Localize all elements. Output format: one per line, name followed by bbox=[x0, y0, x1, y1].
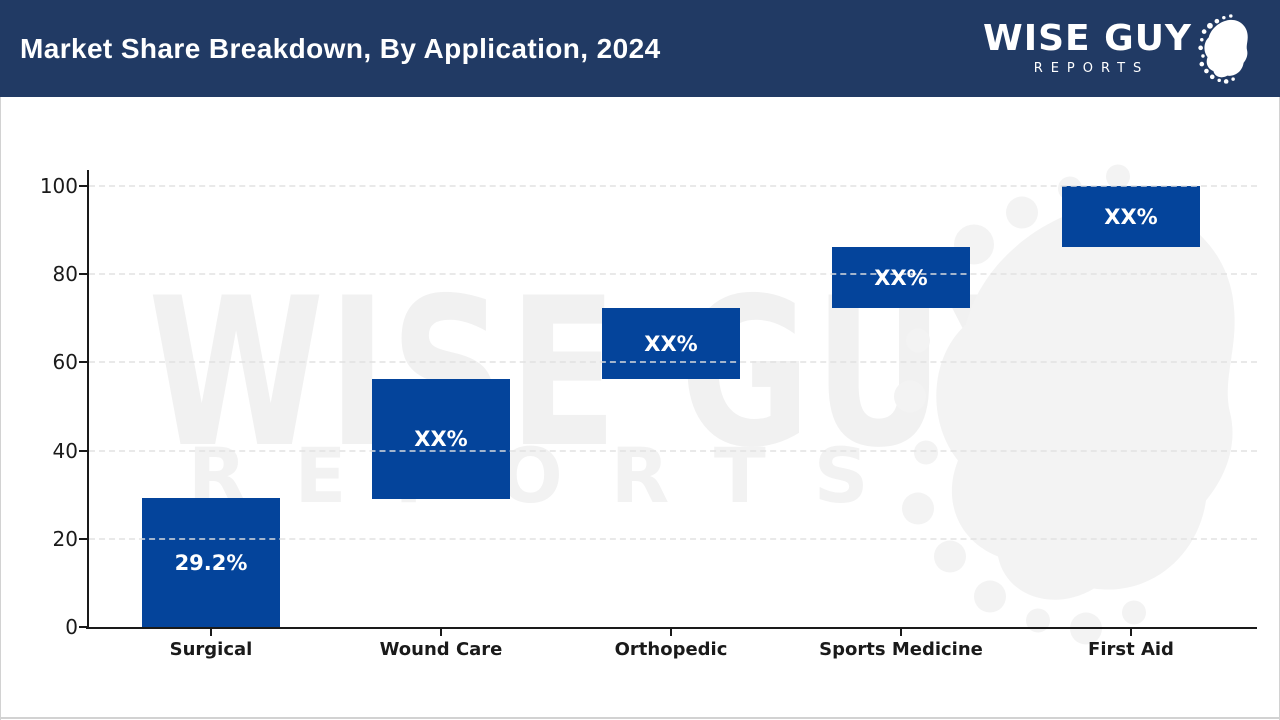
category-label: Orthopedic bbox=[614, 639, 728, 660]
y-axis-tick-label: 80 bbox=[52, 262, 78, 286]
category-label: First Aid bbox=[1088, 639, 1174, 660]
y-axis-tick-label: 60 bbox=[52, 350, 78, 374]
y-axis-tick bbox=[79, 626, 88, 628]
logo-face-icon bbox=[1196, 10, 1254, 88]
bar-wound-care bbox=[372, 379, 510, 499]
frame-border-bottom bbox=[0, 717, 1280, 719]
x-axis-tick bbox=[1130, 629, 1132, 636]
gridline bbox=[89, 185, 1257, 187]
x-axis-tick bbox=[900, 629, 902, 636]
gridline bbox=[89, 273, 1257, 275]
y-axis-tick bbox=[79, 450, 88, 452]
header: Market Share Breakdown, By Application, … bbox=[0, 0, 1280, 97]
bar-label: XX% bbox=[644, 331, 698, 356]
x-axis-tick bbox=[440, 629, 442, 636]
bar-surgical bbox=[142, 498, 280, 627]
bar-label: 29.2% bbox=[174, 550, 248, 575]
bar-first-aid bbox=[1062, 186, 1200, 247]
y-axis-tick bbox=[79, 538, 88, 540]
logo-tagline: REPORTS bbox=[1033, 61, 1150, 76]
x-axis-line bbox=[86, 627, 1257, 629]
wise-guy-logo: WISE GUY REPORTS bbox=[983, 10, 1254, 88]
bar-orthopedic bbox=[602, 308, 740, 379]
logo-wordmark-block: WISE GUY REPORTS bbox=[982, 18, 1192, 77]
gridline bbox=[89, 450, 1257, 452]
gridline bbox=[89, 361, 1257, 363]
y-axis-line bbox=[87, 170, 89, 629]
frame-border-left bbox=[0, 97, 1, 720]
bar-label: XX% bbox=[414, 427, 468, 451]
page-title: Market Share Breakdown, By Application, … bbox=[20, 32, 661, 64]
y-axis-tick-label: 40 bbox=[52, 439, 78, 463]
category-label: Wound Care bbox=[379, 639, 503, 660]
x-axis-tick bbox=[670, 629, 672, 636]
category-label: Sports Medicine bbox=[819, 639, 983, 660]
y-axis-tick bbox=[79, 273, 88, 275]
logo-wordmark: WISE GUY bbox=[982, 18, 1192, 59]
y-axis-tick-label: 100 bbox=[39, 174, 78, 198]
bar-sports-medicine bbox=[832, 247, 970, 308]
y-axis-tick-label: 20 bbox=[52, 527, 78, 551]
y-axis-tick bbox=[79, 185, 88, 187]
y-axis-tick-label: 0 bbox=[65, 615, 78, 639]
category-label: Surgical bbox=[169, 639, 253, 660]
y-axis-tick bbox=[79, 361, 88, 363]
bar-label: XX% bbox=[1104, 204, 1158, 229]
x-axis-tick bbox=[210, 629, 212, 636]
bar-label: XX% bbox=[874, 265, 928, 290]
gridline bbox=[89, 538, 1257, 540]
